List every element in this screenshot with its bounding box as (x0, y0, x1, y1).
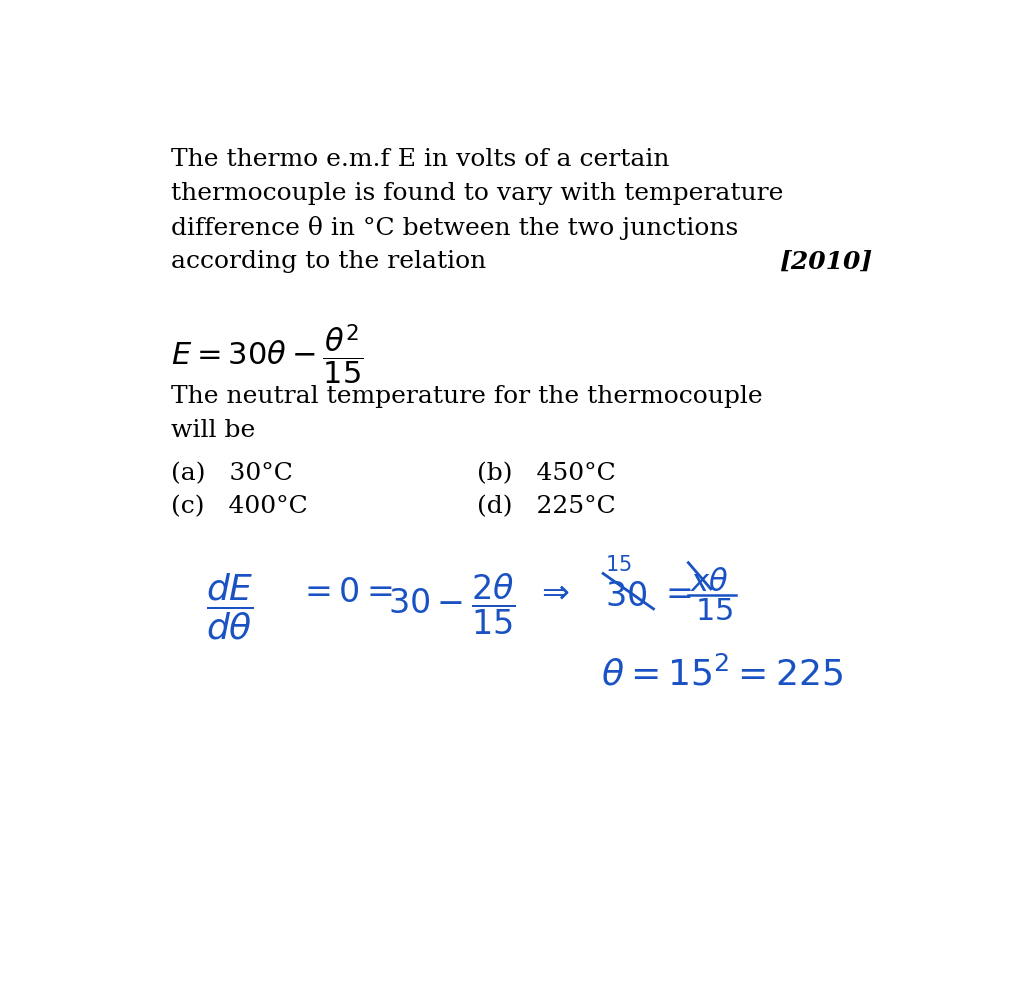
Text: $=$: $=$ (658, 576, 692, 609)
Text: (b)   450°C: (b) 450°C (477, 462, 615, 485)
Text: $\theta = 15^2 = 225$: $\theta = 15^2 = 225$ (601, 656, 843, 693)
Text: $x\theta$: $x\theta$ (690, 568, 729, 597)
Text: (a)   30°C: (a) 30°C (171, 462, 293, 485)
Text: $30 - \dfrac{2\theta}{15}$: $30 - \dfrac{2\theta}{15}$ (388, 572, 515, 638)
Text: according to the relation: according to the relation (171, 250, 485, 273)
Text: The neutral temperature for the thermocouple: The neutral temperature for the thermoco… (171, 385, 762, 408)
Text: (c)   400°C: (c) 400°C (171, 496, 307, 518)
Text: $\dfrac{dE}{d\theta}$: $\dfrac{dE}{d\theta}$ (206, 572, 253, 642)
Text: The thermo e.m.f E in volts of a certain: The thermo e.m.f E in volts of a certain (171, 148, 669, 172)
Text: $= 0 =$: $= 0 =$ (299, 576, 393, 609)
Text: $\Rightarrow$: $\Rightarrow$ (535, 576, 569, 609)
Text: [2010]: [2010] (778, 250, 872, 274)
Text: thermocouple is found to vary with temperature: thermocouple is found to vary with tempe… (171, 183, 783, 206)
Text: $15$: $15$ (604, 555, 631, 575)
Text: $E = 30\theta - \dfrac{\theta^2}{15}$: $E = 30\theta - \dfrac{\theta^2}{15}$ (171, 323, 364, 387)
Text: $15$: $15$ (695, 597, 733, 626)
Text: difference θ in °C between the two junctions: difference θ in °C between the two junct… (171, 216, 738, 240)
Text: (d)   225°C: (d) 225°C (477, 496, 615, 518)
Text: will be: will be (171, 419, 255, 442)
Text: $30$: $30$ (604, 580, 647, 613)
